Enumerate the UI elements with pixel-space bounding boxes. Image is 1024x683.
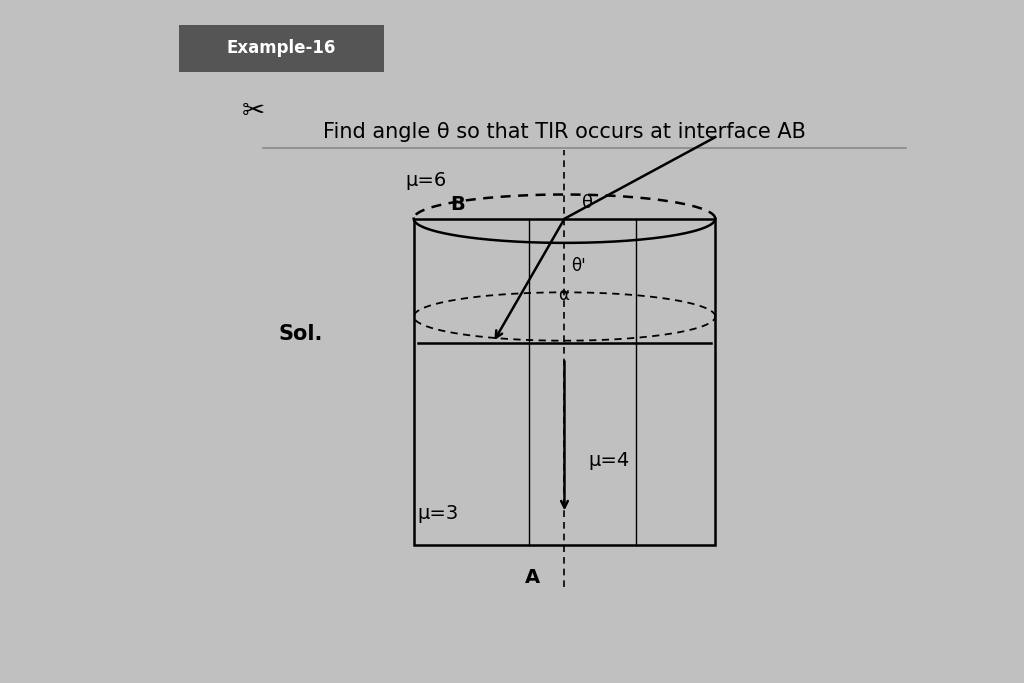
Text: μ=6: μ=6: [406, 171, 447, 190]
Text: B: B: [450, 195, 465, 214]
Text: A: A: [525, 568, 541, 587]
Text: μ=3: μ=3: [418, 503, 459, 522]
Text: μ=4: μ=4: [588, 451, 630, 470]
Text: Find angle θ so that TIR occurs at interface AB: Find angle θ so that TIR occurs at inter…: [323, 122, 806, 142]
Bar: [414, 219, 715, 545]
Text: θ': θ': [570, 257, 586, 275]
Text: ✂: ✂: [242, 97, 265, 125]
Text: Sol.: Sol.: [279, 324, 324, 344]
Text: Example-16: Example-16: [227, 40, 336, 57]
Text: α: α: [558, 286, 569, 305]
Text: θ: θ: [582, 195, 593, 212]
